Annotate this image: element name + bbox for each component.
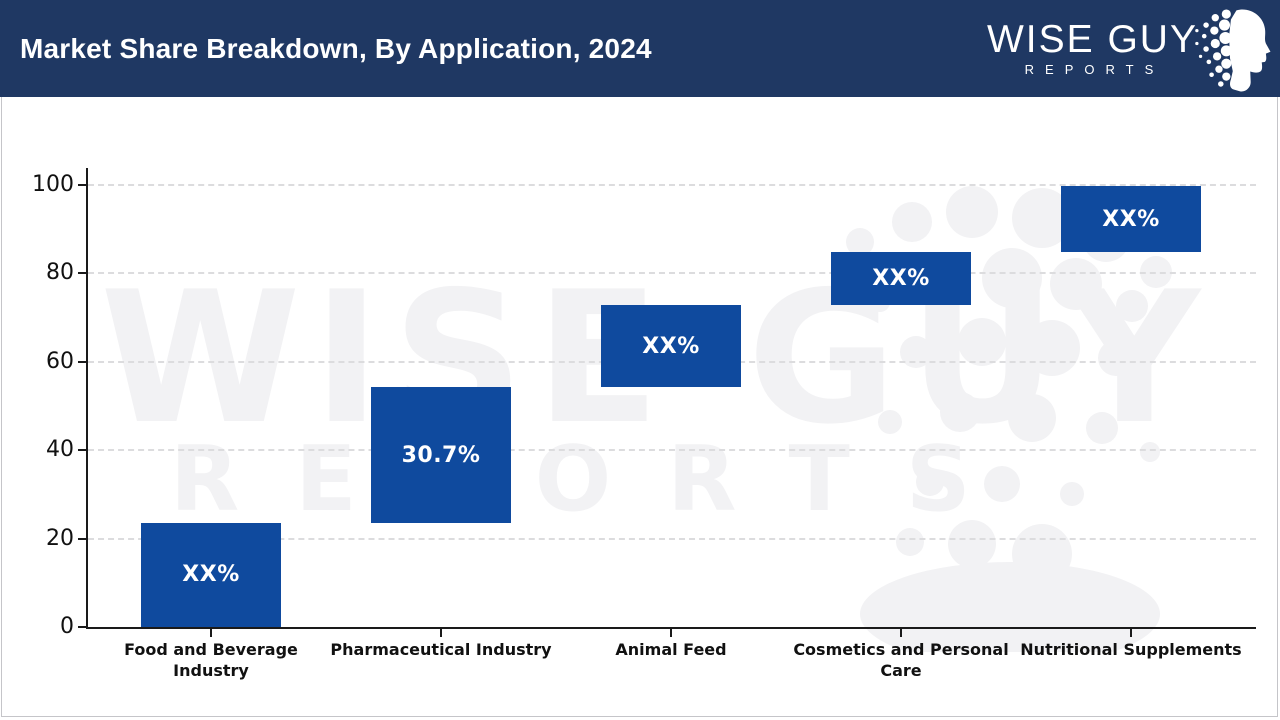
- header-bar: Market Share Breakdown, By Application, …: [0, 0, 1280, 97]
- y-tick-label: 20: [46, 525, 74, 551]
- bar-segment: XX%: [1061, 185, 1201, 253]
- x-category-label: Nutritional Supplements: [1020, 640, 1242, 659]
- y-tick-label: 80: [46, 260, 74, 285]
- bar-value-label: XX%: [872, 266, 930, 292]
- face-profile-icon: [1195, 8, 1271, 91]
- logo-reports-text: REPORTS: [1024, 62, 1165, 77]
- x-tick-mark: [210, 629, 212, 637]
- x-category-label: Food and Beverage Industry: [124, 640, 298, 680]
- bar-value-label: 30.7%: [401, 442, 481, 468]
- x-tick-mark: [670, 629, 672, 637]
- gridline: [88, 272, 1256, 274]
- gridline: [88, 537, 1256, 540]
- y-tick-label: 0: [60, 614, 74, 639]
- x-category-label: Pharmaceutical Industry: [330, 640, 552, 659]
- y-tick-label: 40: [46, 437, 74, 462]
- x-tick-mark: [440, 629, 442, 637]
- x-category-label: Animal Feed: [615, 640, 727, 659]
- y-tick-label: 100: [32, 171, 74, 197]
- bar-value-label: XX%: [642, 333, 700, 359]
- bar-segment: XX%: [141, 523, 281, 627]
- y-axis-line: [86, 168, 88, 629]
- y-tick-mark: [78, 183, 86, 186]
- bar-segment: XX%: [831, 252, 971, 306]
- bar-segment: XX%: [601, 305, 741, 388]
- watermark-head-dots: [846, 186, 1172, 652]
- wise-guy-logo: WISE GUY REPORTS: [987, 3, 1276, 95]
- bar-value-label: XX%: [182, 562, 240, 588]
- y-tick-mark: [78, 537, 86, 540]
- y-tick-mark: [78, 449, 86, 451]
- y-tick-mark: [78, 626, 86, 628]
- bar-segment: 30.7%: [371, 387, 511, 523]
- y-tick-mark: [78, 360, 86, 363]
- logo-wordmark: WISE GUY REPORTS: [987, 20, 1198, 77]
- gridline: [88, 449, 1256, 451]
- x-category-label: Cosmetics and Personal Care: [793, 640, 1009, 680]
- y-tick-mark: [78, 272, 86, 274]
- x-tick-mark: [1130, 629, 1132, 637]
- x-axis-line: [86, 627, 1256, 629]
- x-tick-mark: [900, 629, 902, 637]
- page-title: Market Share Breakdown, By Application, …: [20, 32, 652, 64]
- watermark-reports: REPORTS: [170, 427, 1027, 532]
- y-tick-label: 60: [46, 348, 74, 374]
- gridline: [88, 183, 1256, 186]
- logo-wise-guy-text: WISE GUY: [986, 18, 1198, 61]
- bar-value-label: XX%: [1102, 206, 1160, 232]
